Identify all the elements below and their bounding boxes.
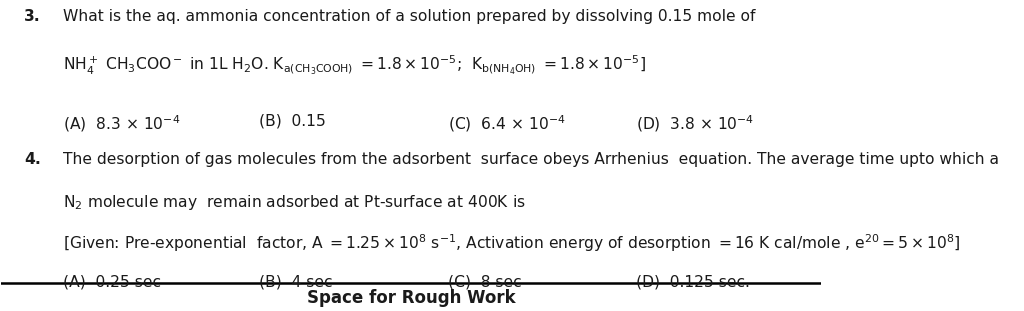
Text: (D)  3.8 $\times$ 10$^{-4}$: (D) 3.8 $\times$ 10$^{-4}$ — [636, 113, 755, 134]
Text: What is the aq. ammonia concentration of a solution prepared by dissolving 0.15 : What is the aq. ammonia concentration of… — [62, 9, 756, 24]
Text: (D)  0.125 sec.: (D) 0.125 sec. — [636, 274, 751, 290]
Text: $\mathrm{N_2}$ molecule may  remain adsorbed at Pt-surface at 400K is: $\mathrm{N_2}$ molecule may remain adsor… — [62, 193, 525, 212]
Text: 4.: 4. — [25, 152, 41, 167]
Text: [Given: Pre-exponential  factor, A $= 1.25 \times 10^8\ \mathrm{s^{-1}}$, Activa: [Given: Pre-exponential factor, A $= 1.2… — [62, 232, 961, 254]
Text: Space for Rough Work: Space for Rough Work — [307, 289, 515, 307]
Text: (B)  0.15: (B) 0.15 — [259, 113, 327, 128]
Text: (C)  6.4 $\times$ 10$^{-4}$: (C) 6.4 $\times$ 10$^{-4}$ — [447, 113, 565, 134]
Text: The desorption of gas molecules from the adsorbent  surface obeys Arrhenius  equ: The desorption of gas molecules from the… — [62, 152, 998, 167]
Text: (B)  4 sec: (B) 4 sec — [259, 274, 333, 290]
Text: (A)  8.3 $\times$ 10$^{-4}$: (A) 8.3 $\times$ 10$^{-4}$ — [62, 113, 180, 134]
Text: (C)  8 sec: (C) 8 sec — [447, 274, 521, 290]
Text: (A)  0.25 sec: (A) 0.25 sec — [62, 274, 161, 290]
Text: $\mathrm{NH_4^+\ CH_3COO^-}$ in 1L $\mathrm{H_2O}$. $\mathrm{K_{a(CH_3COOH)}}$ $: $\mathrm{NH_4^+\ CH_3COO^-}$ in 1L $\mat… — [62, 54, 646, 77]
Text: 3.: 3. — [25, 9, 41, 24]
